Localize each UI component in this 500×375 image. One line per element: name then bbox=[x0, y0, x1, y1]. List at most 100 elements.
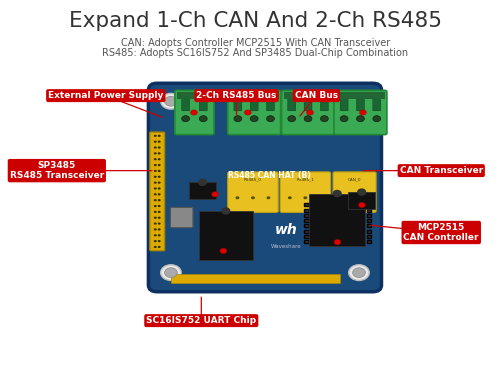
Circle shape bbox=[352, 268, 366, 278]
FancyBboxPatch shape bbox=[367, 209, 371, 212]
Circle shape bbox=[158, 193, 160, 195]
Circle shape bbox=[334, 240, 341, 245]
Circle shape bbox=[250, 116, 258, 122]
Circle shape bbox=[154, 152, 156, 154]
FancyBboxPatch shape bbox=[367, 224, 371, 227]
FancyBboxPatch shape bbox=[228, 90, 280, 135]
Circle shape bbox=[154, 158, 156, 160]
FancyBboxPatch shape bbox=[304, 235, 308, 238]
FancyBboxPatch shape bbox=[336, 92, 385, 99]
Text: CAN_0: CAN_0 bbox=[348, 177, 362, 181]
FancyBboxPatch shape bbox=[170, 207, 193, 228]
Circle shape bbox=[158, 158, 160, 160]
Text: 2-Ch RS485 Bus: 2-Ch RS485 Bus bbox=[196, 91, 276, 100]
FancyBboxPatch shape bbox=[199, 211, 252, 260]
FancyBboxPatch shape bbox=[367, 240, 371, 243]
Circle shape bbox=[212, 192, 218, 197]
Text: RS485_1: RS485_1 bbox=[296, 177, 314, 181]
Text: wh: wh bbox=[275, 224, 298, 237]
Circle shape bbox=[266, 116, 274, 122]
FancyBboxPatch shape bbox=[200, 98, 207, 111]
Circle shape bbox=[352, 96, 366, 106]
Circle shape bbox=[266, 196, 270, 199]
Circle shape bbox=[182, 116, 190, 122]
Circle shape bbox=[222, 208, 230, 214]
Circle shape bbox=[154, 240, 156, 242]
Circle shape bbox=[304, 196, 308, 199]
Circle shape bbox=[154, 211, 156, 213]
FancyBboxPatch shape bbox=[304, 219, 308, 222]
Circle shape bbox=[154, 188, 156, 190]
Circle shape bbox=[220, 248, 227, 254]
Circle shape bbox=[154, 228, 156, 231]
Circle shape bbox=[154, 141, 156, 143]
Circle shape bbox=[158, 228, 160, 231]
FancyBboxPatch shape bbox=[333, 172, 376, 212]
Circle shape bbox=[164, 96, 177, 106]
Circle shape bbox=[154, 193, 156, 195]
FancyBboxPatch shape bbox=[250, 98, 258, 111]
Circle shape bbox=[158, 234, 160, 236]
Text: SP3485
RS485 Transceiver: SP3485 RS485 Transceiver bbox=[10, 161, 104, 180]
FancyBboxPatch shape bbox=[340, 98, 348, 111]
Text: CAN: Adopts Controller MCP2515 With CAN Transceiver: CAN: Adopts Controller MCP2515 With CAN … bbox=[120, 38, 390, 48]
Circle shape bbox=[154, 205, 156, 207]
Circle shape bbox=[366, 196, 370, 199]
FancyBboxPatch shape bbox=[172, 274, 340, 284]
FancyBboxPatch shape bbox=[367, 235, 371, 238]
FancyBboxPatch shape bbox=[304, 214, 308, 217]
Circle shape bbox=[304, 116, 312, 122]
FancyBboxPatch shape bbox=[309, 194, 366, 246]
FancyBboxPatch shape bbox=[367, 219, 371, 222]
Text: CAN Transceiver: CAN Transceiver bbox=[400, 166, 483, 175]
Circle shape bbox=[340, 116, 348, 122]
FancyBboxPatch shape bbox=[304, 224, 308, 227]
Circle shape bbox=[373, 116, 380, 122]
Circle shape bbox=[319, 196, 323, 199]
Circle shape bbox=[198, 179, 206, 185]
Circle shape bbox=[154, 176, 156, 178]
FancyBboxPatch shape bbox=[175, 90, 214, 135]
FancyBboxPatch shape bbox=[280, 172, 330, 212]
Circle shape bbox=[288, 116, 296, 122]
FancyBboxPatch shape bbox=[284, 92, 333, 99]
Circle shape bbox=[154, 217, 156, 219]
Text: RS485: Adopts SC16IS752 And SP3485 Dual-Chip Combination: RS485: Adopts SC16IS752 And SP3485 Dual-… bbox=[102, 48, 408, 57]
Circle shape bbox=[306, 110, 314, 115]
FancyBboxPatch shape bbox=[304, 209, 308, 212]
FancyBboxPatch shape bbox=[182, 98, 190, 111]
Text: External Power Supply: External Power Supply bbox=[48, 91, 164, 100]
FancyBboxPatch shape bbox=[266, 98, 274, 111]
Circle shape bbox=[356, 116, 364, 122]
Circle shape bbox=[358, 189, 366, 195]
Text: RS485_0: RS485_0 bbox=[244, 177, 262, 181]
Circle shape bbox=[234, 116, 242, 122]
Circle shape bbox=[164, 268, 177, 278]
FancyBboxPatch shape bbox=[348, 192, 375, 209]
Circle shape bbox=[158, 240, 160, 242]
FancyBboxPatch shape bbox=[356, 98, 364, 111]
Circle shape bbox=[158, 222, 160, 225]
Circle shape bbox=[154, 222, 156, 225]
Circle shape bbox=[158, 205, 160, 207]
Circle shape bbox=[158, 246, 160, 248]
Circle shape bbox=[158, 170, 160, 172]
Circle shape bbox=[340, 196, 344, 199]
Circle shape bbox=[352, 196, 356, 199]
Circle shape bbox=[358, 202, 366, 208]
Circle shape bbox=[154, 199, 156, 201]
FancyBboxPatch shape bbox=[189, 182, 216, 199]
Circle shape bbox=[158, 146, 160, 148]
Circle shape bbox=[251, 196, 255, 199]
Text: CAN Bus: CAN Bus bbox=[295, 91, 338, 100]
Circle shape bbox=[154, 182, 156, 184]
FancyBboxPatch shape bbox=[177, 92, 212, 99]
Circle shape bbox=[158, 164, 160, 166]
Circle shape bbox=[158, 188, 160, 190]
FancyBboxPatch shape bbox=[230, 92, 278, 99]
Circle shape bbox=[158, 211, 160, 213]
Circle shape bbox=[334, 190, 341, 196]
FancyBboxPatch shape bbox=[304, 230, 308, 232]
Text: SC16IS752 UART Chip: SC16IS752 UART Chip bbox=[146, 316, 256, 325]
FancyBboxPatch shape bbox=[367, 203, 371, 206]
